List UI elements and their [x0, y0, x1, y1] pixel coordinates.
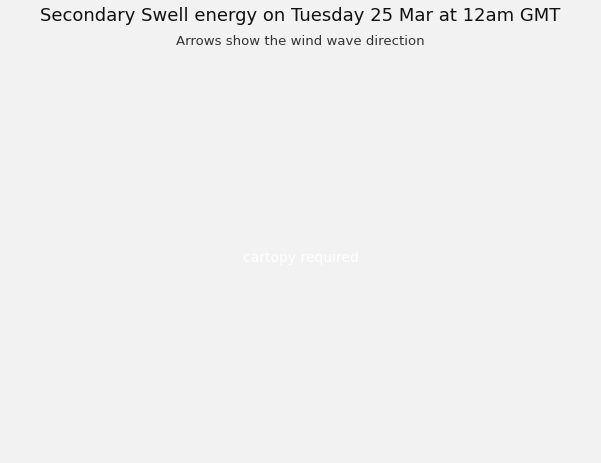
Text: Arrows show the wind wave direction: Arrows show the wind wave direction [176, 35, 425, 48]
Text: Secondary Swell energy on Tuesday 25 Mar at 12am GMT: Secondary Swell energy on Tuesday 25 Mar… [40, 7, 561, 25]
Text: cartopy required: cartopy required [243, 251, 358, 265]
